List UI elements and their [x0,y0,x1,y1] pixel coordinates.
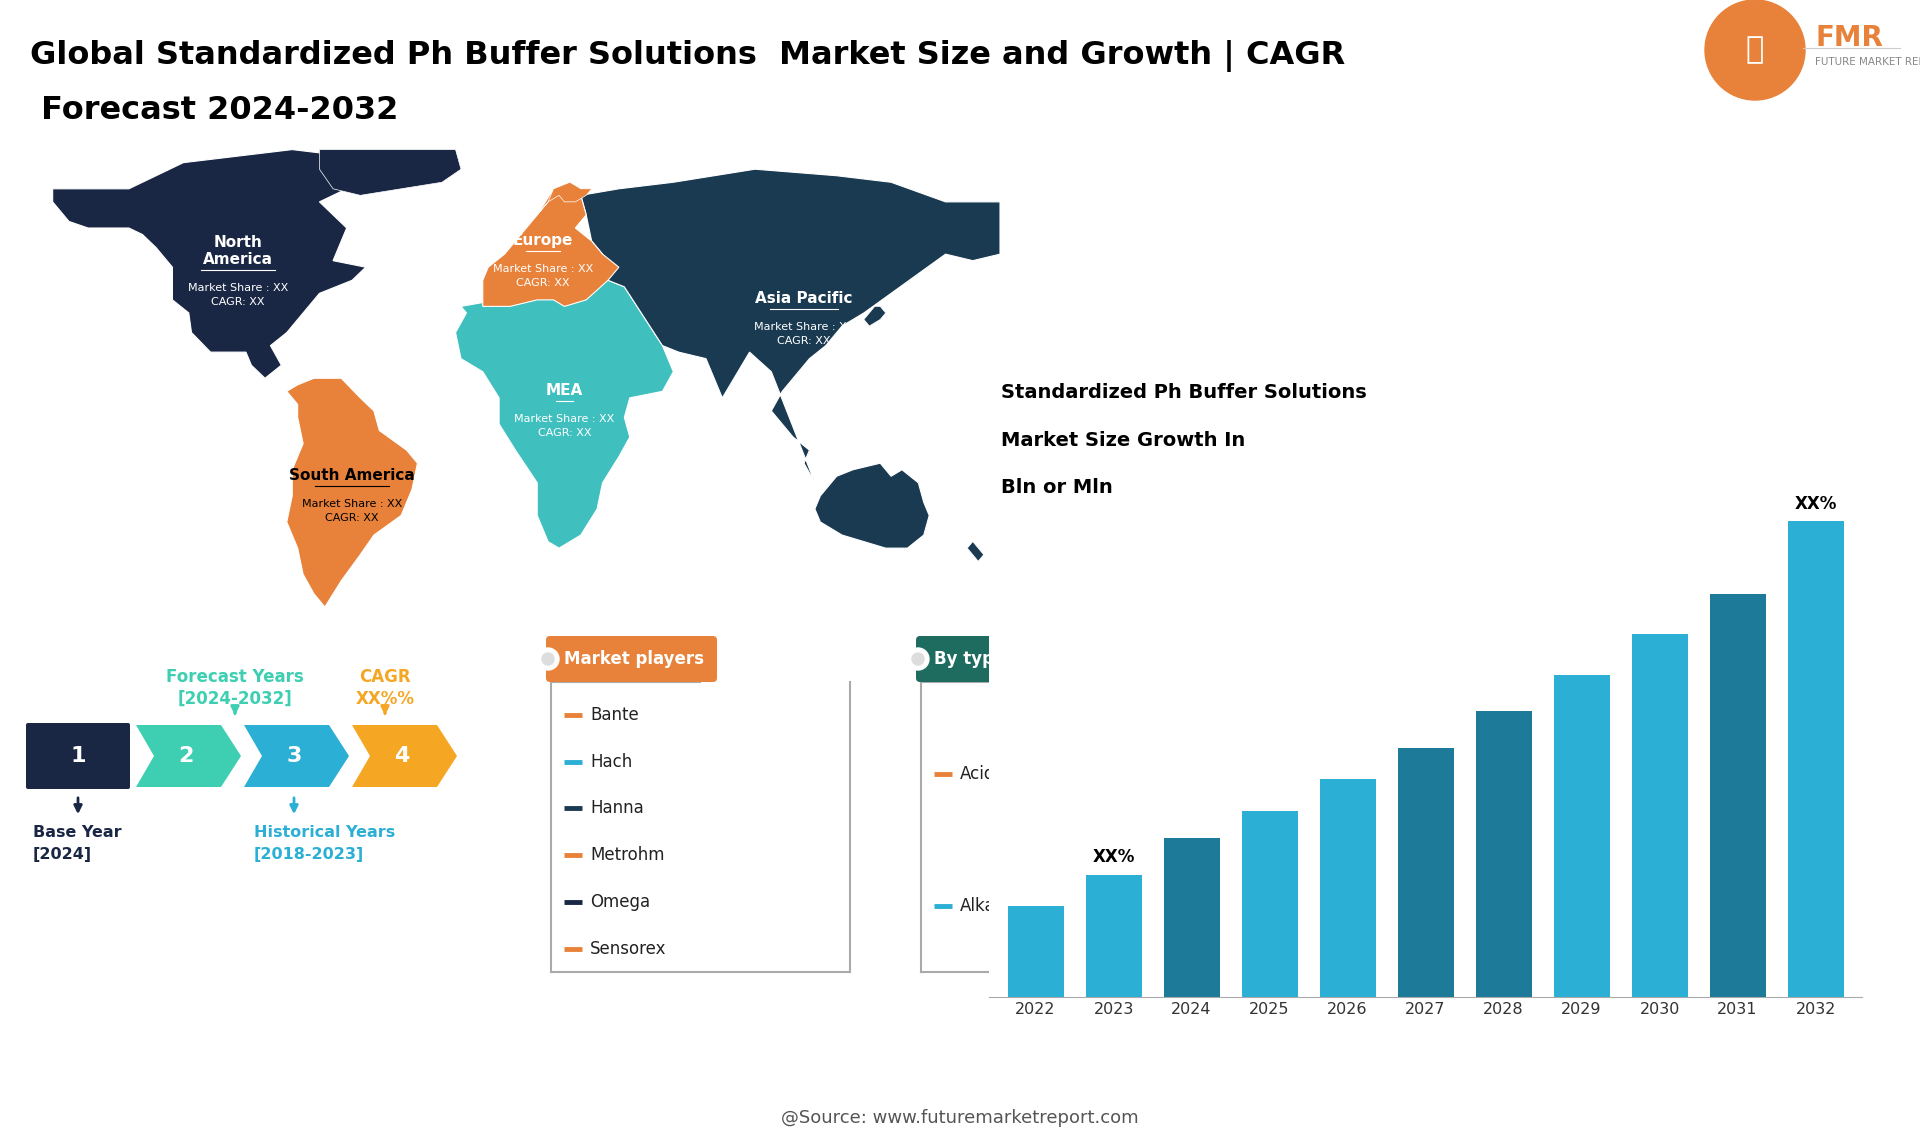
Text: By type: By type [933,650,1006,668]
Circle shape [906,647,929,670]
Bar [1788,521,1843,997]
Text: CAGR: XX: CAGR: XX [211,297,265,307]
Text: Asia Pacific: Asia Pacific [755,291,852,306]
Bar [1475,712,1532,997]
Text: MEA: MEA [545,383,584,398]
Text: Bante: Bante [589,706,639,724]
Text: CAGR: CAGR [359,668,411,686]
Bar [1242,811,1298,997]
Text: FUTURE MARKET REPORT: FUTURE MARKET REPORT [1814,57,1920,66]
Bar [1085,874,1142,997]
Text: CAGR: XX: CAGR: XX [516,277,570,288]
Text: XX%: XX% [1092,848,1135,866]
Text: 🌿: 🌿 [1745,36,1764,64]
Text: Market Share : XX: Market Share : XX [515,414,614,424]
Bar [1398,747,1453,997]
Text: XX%%: XX%% [355,690,415,708]
Bar [1553,675,1609,997]
Text: 4: 4 [394,746,409,766]
FancyBboxPatch shape [27,723,131,788]
Polygon shape [52,150,365,378]
Text: Bln or Mln: Bln or Mln [1000,478,1112,497]
Text: Global Standardized Ph Buffer Solutions  Market Size and Growth | CAGR: Global Standardized Ph Buffer Solutions … [31,40,1346,72]
Bar [1319,779,1375,997]
Text: @Source: www.futuremarketreport.com: @Source: www.futuremarketreport.com [781,1109,1139,1127]
Text: By application: By application [1304,650,1438,668]
Text: Laboratory: Laboratory [1331,827,1421,845]
Bar [1164,839,1219,997]
Text: North
America: North America [204,235,273,267]
Bar [1632,635,1688,997]
Text: Base Year: Base Year [33,825,121,840]
Text: CAGR: XX: CAGR: XX [538,427,591,438]
Bar [1008,906,1064,997]
FancyBboxPatch shape [545,636,716,682]
Text: Omega: Omega [589,893,651,911]
Polygon shape [455,281,674,548]
Text: Metrohm: Metrohm [589,846,664,864]
Text: Market Share : XX: Market Share : XX [301,499,401,509]
Text: CAGR: XX: CAGR: XX [324,512,378,523]
Text: Standardized Ph Buffer Solutions: Standardized Ph Buffer Solutions [1000,383,1367,402]
Text: Industrial: Industrial [1331,737,1407,754]
Text: Market Share : XX: Market Share : XX [755,322,854,332]
Polygon shape [286,378,417,607]
Text: Market Share : XX: Market Share : XX [493,264,593,274]
Text: 1: 1 [71,746,86,766]
Polygon shape [814,463,929,548]
Text: 2: 2 [179,746,194,766]
Polygon shape [482,189,618,306]
Text: Historical Years: Historical Years [253,825,396,840]
Polygon shape [351,725,457,787]
Text: [2018-2023]: [2018-2023] [253,847,365,862]
Text: XX%: XX% [1795,495,1837,512]
Text: Forecast Years: Forecast Years [167,668,303,686]
Circle shape [912,653,924,665]
Circle shape [1283,653,1294,665]
Polygon shape [319,150,461,195]
Polygon shape [968,542,983,562]
Text: Hanna: Hanna [589,799,643,817]
Text: Market Share : XX: Market Share : XX [188,283,288,293]
Circle shape [1705,0,1805,100]
Text: Alkaline: Alkaline [960,897,1025,916]
FancyBboxPatch shape [916,636,1021,682]
Text: [2024-2032]: [2024-2032] [179,690,292,708]
Text: CAGR: XX: CAGR: XX [778,337,831,346]
Polygon shape [580,170,1000,482]
Text: Sensorex: Sensorex [589,940,666,958]
Text: Others: Others [1331,918,1386,935]
Bar [1709,594,1766,997]
Text: Market Size Growth In: Market Size Growth In [1000,431,1244,449]
Circle shape [1277,647,1300,670]
Polygon shape [538,182,591,215]
Text: 3: 3 [286,746,301,766]
Text: FMR: FMR [1814,24,1884,52]
Text: South America: South America [290,468,415,482]
Text: Europe: Europe [513,233,572,248]
Polygon shape [136,725,242,787]
Circle shape [541,653,555,665]
Text: Market players: Market players [564,650,705,668]
Text: Acidic: Acidic [960,766,1010,783]
Text: [2024]: [2024] [33,847,92,862]
Circle shape [538,647,559,670]
Text: Hach: Hach [589,753,632,770]
Text: Forecast 2024-2032: Forecast 2024-2032 [31,95,397,126]
Polygon shape [864,306,885,325]
Polygon shape [244,725,349,787]
FancyBboxPatch shape [1286,636,1457,682]
